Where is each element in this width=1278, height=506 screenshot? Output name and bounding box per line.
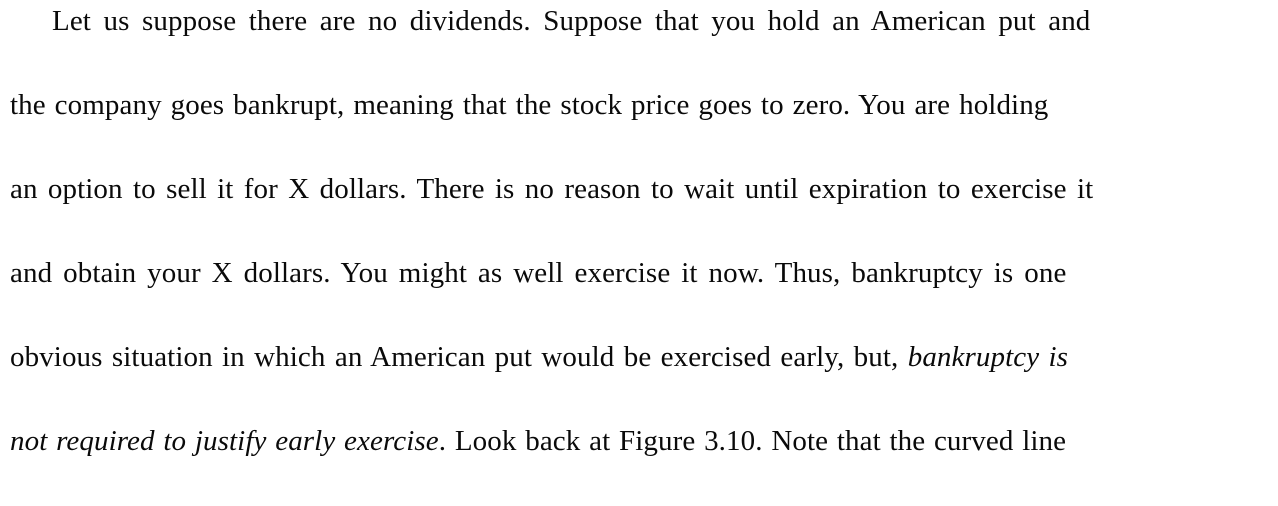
text-line: obvious situation in which an American p… <box>10 336 1268 378</box>
text-run: an option to sell it for X dollars. Ther… <box>10 173 1094 205</box>
text-line: Let us suppose there are no dividends. S… <box>10 0 1268 42</box>
text-run: not required to justify early exercise <box>10 425 439 457</box>
text-column: Let us suppose there are no dividends. S… <box>10 0 1268 504</box>
text-line: not required to justify early exercise. … <box>10 420 1268 462</box>
line-text: an option to sell it for X dollars. Ther… <box>10 173 1093 205</box>
text-line: an option to sell it for X dollars. Ther… <box>10 168 1268 210</box>
line-text: the company goes bankrupt, meaning that … <box>10 89 1048 121</box>
line-text: and obtain your X dollars. You might as … <box>10 257 1066 289</box>
line-text: Let us suppose there are no dividends. S… <box>10 5 1090 37</box>
text-run: . Look back at Figure 3.10. Note that th… <box>438 425 1067 457</box>
text-line: the company goes bankrupt, meaning that … <box>10 84 1268 126</box>
line-text: obvious situation in which an American p… <box>10 341 1068 373</box>
text-run: obvious situation in which an American p… <box>10 341 908 373</box>
text-run: Let us suppose there are no dividends. S… <box>52 5 1091 37</box>
line-text: not required to justify early exercise. … <box>10 425 1066 457</box>
text-run: the company goes bankrupt, meaning that … <box>10 89 1049 121</box>
text-run: bankruptcy is <box>907 341 1069 373</box>
text-line: and obtain your X dollars. You might as … <box>10 252 1268 294</box>
text-run: and obtain your X dollars. You might as … <box>10 257 1067 289</box>
